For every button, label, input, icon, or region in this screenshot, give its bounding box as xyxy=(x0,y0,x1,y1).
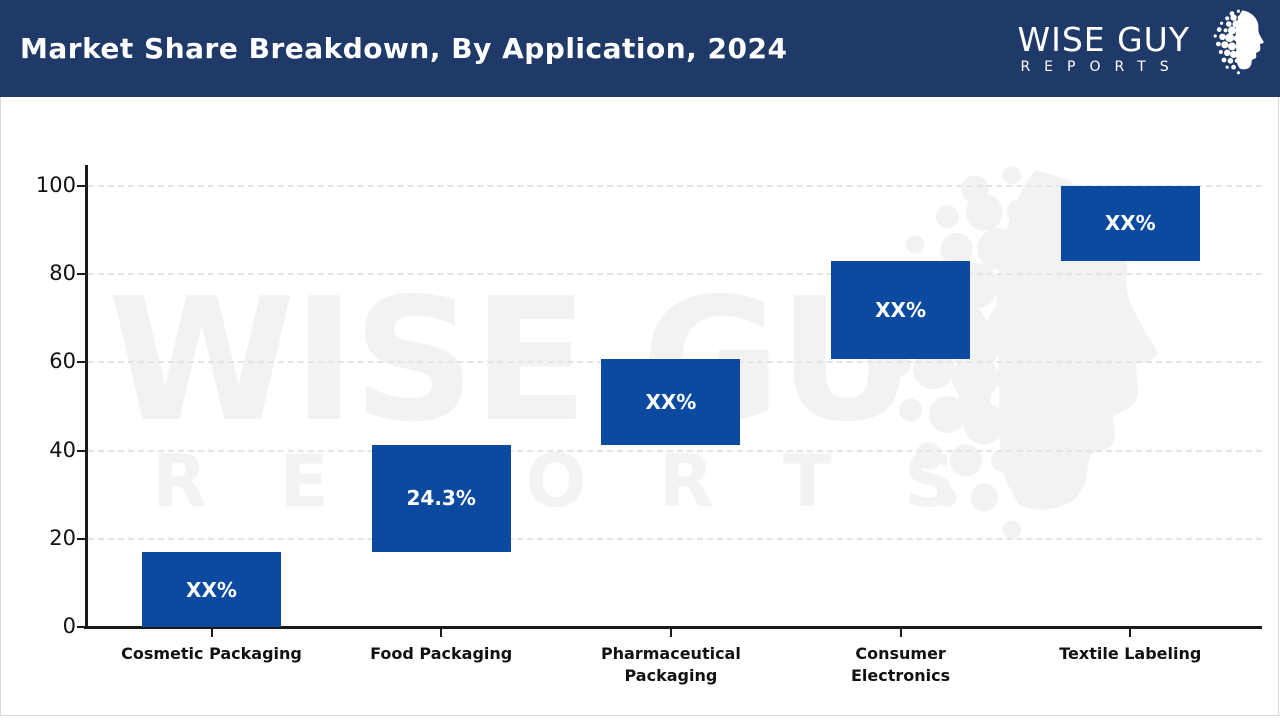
dotted-face-profile-icon xyxy=(1213,9,1264,75)
bar-value-label: 24.3% xyxy=(406,486,476,511)
bar: XX% xyxy=(831,260,971,360)
y-tick-label: 80 xyxy=(49,261,76,286)
y-tick xyxy=(77,626,86,628)
x-tick xyxy=(899,629,902,637)
category-label: Food Packaging xyxy=(370,644,513,663)
x-tick xyxy=(669,629,672,637)
category-label: Textile Labeling xyxy=(1059,644,1202,663)
gridline xyxy=(88,185,1262,187)
page-edge-right xyxy=(1278,97,1279,716)
page-edge-left xyxy=(0,97,1,716)
y-tick-label: 0 xyxy=(62,614,76,638)
y-axis-line xyxy=(85,165,88,629)
y-tick xyxy=(77,449,86,452)
bar-value-label: XX% xyxy=(1104,211,1156,236)
bar-value-label: XX% xyxy=(645,390,697,415)
page-edge-bottom xyxy=(0,715,1280,716)
y-tick xyxy=(77,361,86,364)
y-tick-label: 40 xyxy=(49,437,76,462)
x-tick xyxy=(210,629,213,637)
y-tick xyxy=(77,537,86,540)
x-tick xyxy=(440,629,443,637)
category-label: Pharmaceutical Packaging xyxy=(600,644,741,685)
chart-title: Market Share Breakdown, By Application, … xyxy=(20,32,788,65)
logo-wordmark: WISE GUY xyxy=(1017,19,1190,59)
gridline xyxy=(88,273,1262,276)
plot-area: WISE GUY REPORTS 0 20 40 60 80 100 XX% Cosmetic… xyxy=(0,97,1280,717)
category-label: Cosmetic Packaging xyxy=(121,644,302,663)
x-axis-line xyxy=(84,626,1262,629)
bar: 24.3% xyxy=(371,444,511,553)
y-tick-label: 60 xyxy=(49,349,76,374)
logo-subtext: REPORTS xyxy=(1020,58,1183,75)
category-label: Consumer Electronics xyxy=(851,644,951,685)
wiseguy-logo: WISE GUY REPORTS xyxy=(1017,6,1272,90)
bar-value-label: XX% xyxy=(186,577,237,602)
watermark-subtext: REPORTS xyxy=(152,439,1028,523)
bar-value-label: XX% xyxy=(875,298,927,323)
gridline xyxy=(88,537,1262,540)
y-tick-label: 20 xyxy=(49,525,76,550)
y-tick-label: 100 xyxy=(35,173,76,197)
bar: XX% xyxy=(142,552,281,627)
x-tick xyxy=(1129,629,1132,637)
y-tick xyxy=(77,185,86,187)
header-bar: Market Share Breakdown, By Application, … xyxy=(0,0,1280,97)
bar: XX% xyxy=(601,359,741,445)
y-tick xyxy=(77,273,86,276)
bar: XX% xyxy=(1060,186,1200,261)
gridline xyxy=(88,449,1262,452)
